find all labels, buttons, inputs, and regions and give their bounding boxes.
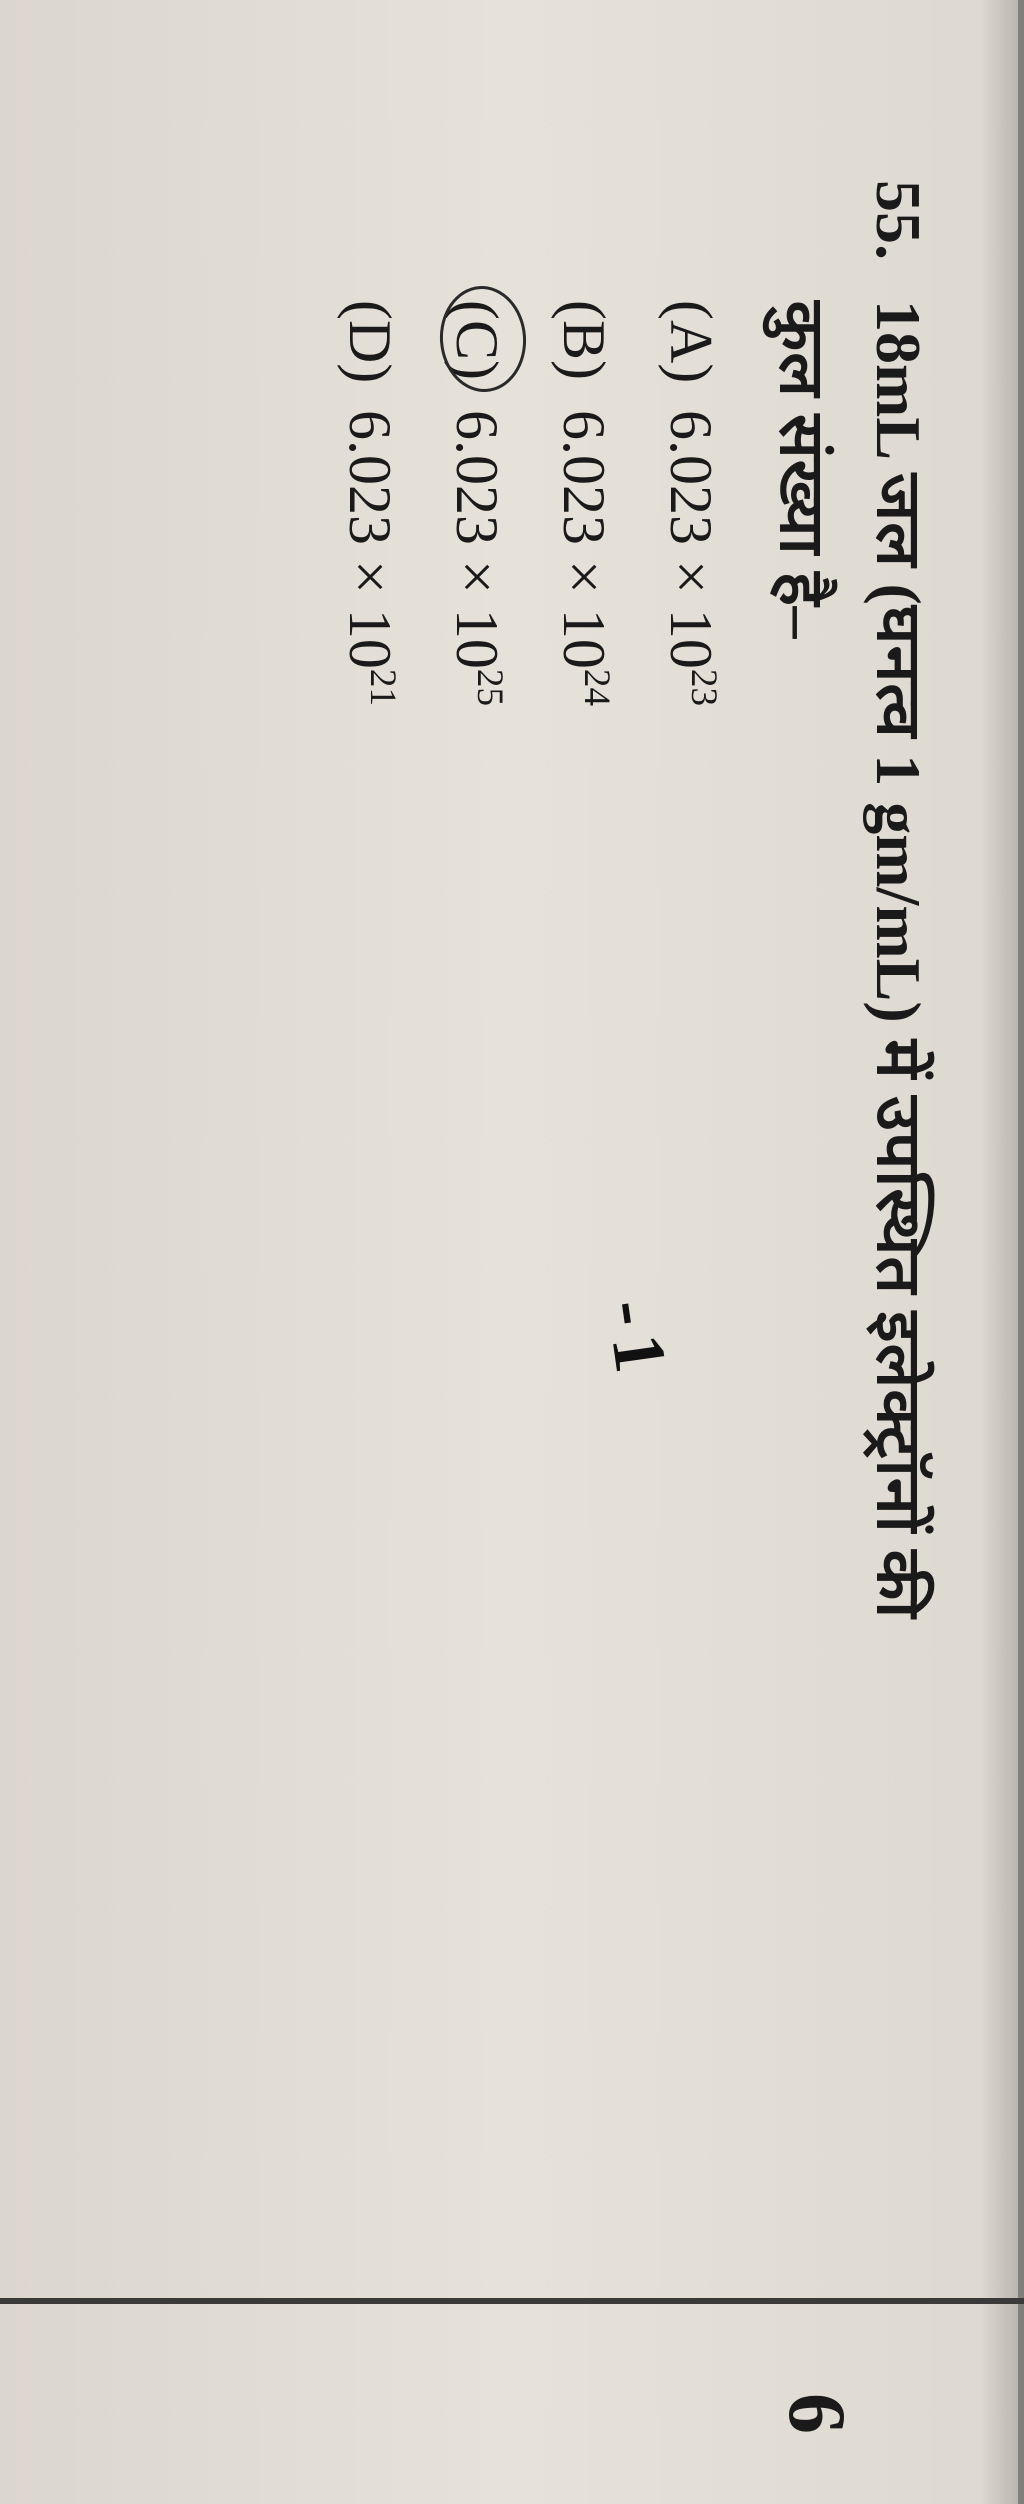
option-b-base: 6.023 × 10 [551, 410, 617, 669]
option-d-label: (D) [326, 300, 413, 410]
option-c-label: (C) [433, 300, 520, 410]
option-d-base: 6.023 × 10 [337, 410, 403, 669]
option-b-exp: 24 [576, 669, 617, 706]
option-c-value: 6.023 × 1025 [433, 410, 520, 706]
page-number: 6 [770, 2393, 864, 2434]
option-d-value: 6.023 × 1021 [326, 410, 413, 706]
option-b-label: (B) [540, 300, 627, 410]
question-number: 55. [851, 180, 944, 300]
option-c-exp: 25 [469, 669, 510, 706]
question-stem-line1: 18mL जल (घनत्व 1 gm/mL) में उपस्थित इलेक… [851, 300, 944, 2384]
question-block: 55. 18mL जल (घनत्व 1 gm/mL) में उपस्थित … [326, 180, 944, 2384]
question-header: 55. 18mL जल (घनत्व 1 gm/mL) में उपस्थित … [851, 180, 944, 2384]
question-stem-line2: कुल संख्या है– [754, 300, 847, 2384]
option-c-base: 6.023 × 10 [444, 410, 510, 669]
option-b-value: 6.023 × 1024 [540, 410, 627, 706]
page-container: 55. 18mL जल (घनत्व 1 gm/mL) में उपस्थित … [0, 0, 1024, 2504]
page-top-shadow [980, 0, 1024, 2504]
option-d-exp: 21 [362, 669, 403, 706]
option-d: (D) 6.023 × 1021 [326, 300, 413, 2384]
option-a-exp: 23 [683, 669, 724, 706]
option-a-value: 6.023 × 1023 [647, 410, 734, 706]
option-a-label: (A) [647, 300, 734, 410]
option-c: (C) 6.023 × 1025 [433, 300, 520, 2384]
option-a-base: 6.023 × 10 [658, 410, 724, 669]
